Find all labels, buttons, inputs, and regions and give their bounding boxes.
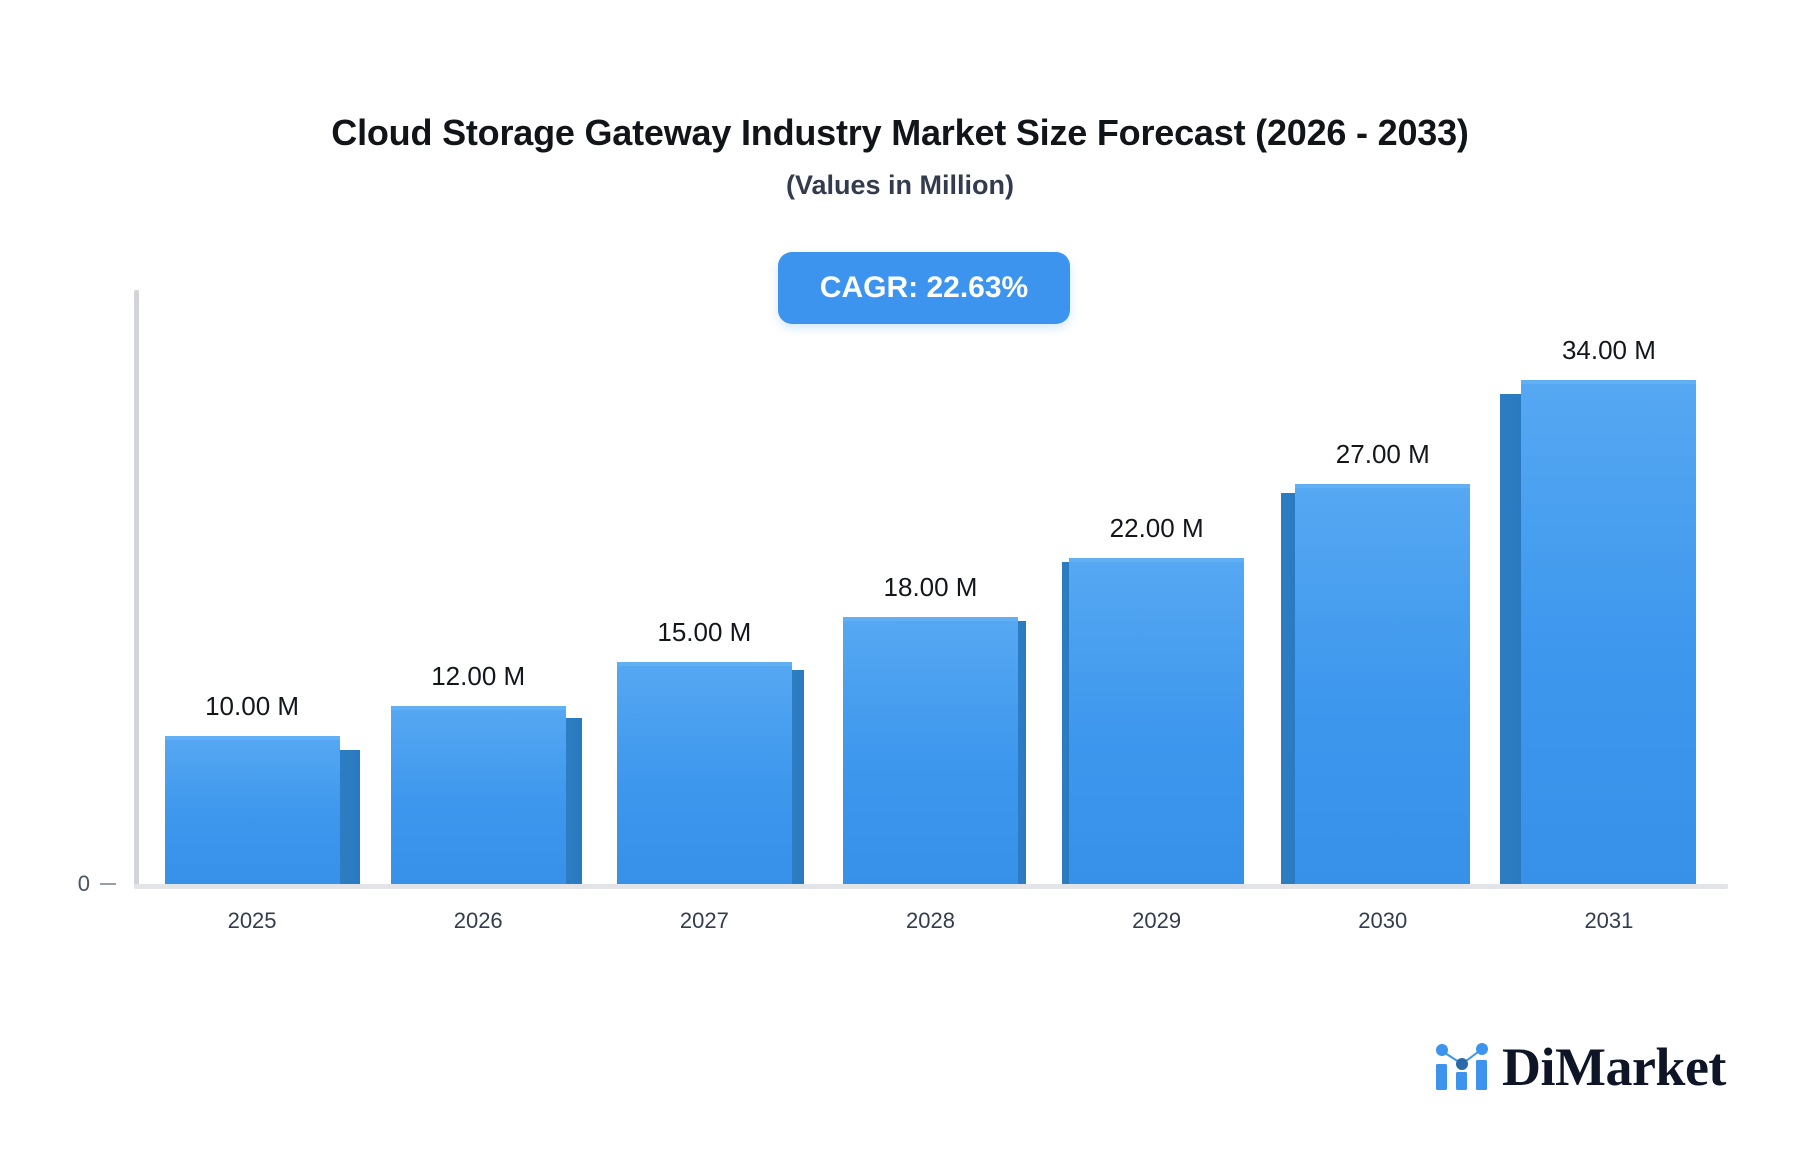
bar-side-face xyxy=(565,718,582,884)
bar-top-edge xyxy=(1295,483,1471,488)
bar: 18.00 M xyxy=(843,572,1026,884)
bar-chart-dots-icon xyxy=(1436,1043,1488,1090)
bar-top-edge xyxy=(164,735,340,740)
bar-value-label: 27.00 M xyxy=(1335,438,1430,469)
bar: 22.00 M xyxy=(1062,513,1245,884)
bar-value-label: 12.00 M xyxy=(431,661,526,692)
bar-front-face xyxy=(390,706,566,884)
bar-top-edge xyxy=(1521,379,1697,384)
cagr-badge-label: CAGR: 22.63% xyxy=(819,271,1029,304)
x-axis-tick-label: 2031 xyxy=(1584,908,1634,933)
chart-subtitle: (Values in Million) xyxy=(785,170,1015,200)
x-axis-tick-label: 2030 xyxy=(1358,908,1408,933)
x-axis-tick-label: 2029 xyxy=(1132,908,1182,933)
bar-value-label: 34.00 M xyxy=(1561,334,1656,365)
cagr-badge: CAGR: 22.63% xyxy=(778,252,1070,324)
bar: 15.00 M xyxy=(616,617,804,884)
bar-value-label: 15.00 M xyxy=(657,616,752,647)
dimarket-logo: DiMarket xyxy=(1434,1040,1726,1094)
bar: 34.00 M xyxy=(1500,335,1697,884)
bar-side-face xyxy=(1018,621,1026,884)
bar-top-edge xyxy=(843,617,1018,622)
bar-front-face xyxy=(1069,557,1245,884)
x-axis-tick-label: 2027 xyxy=(679,908,729,933)
bar-value-label: 18.00 M xyxy=(883,572,978,603)
bar-front-face xyxy=(1295,483,1471,884)
x-axis-line xyxy=(134,884,1728,889)
bar-front-face xyxy=(1521,379,1697,884)
bar-top-edge xyxy=(616,661,792,666)
bar: 10.00 M xyxy=(164,691,360,884)
y-axis-tick-mark xyxy=(100,883,116,885)
page-title: Cloud Storage Gateway Industry Market Si… xyxy=(331,112,1469,153)
bar-front-face xyxy=(843,617,1018,884)
bar: 27.00 M xyxy=(1281,439,1471,884)
y-axis-tick: 0 xyxy=(0,873,134,895)
x-axis-tick-label: 2025 xyxy=(227,908,277,933)
x-axis-tick-label: 2026 xyxy=(453,908,503,933)
bar-side-face xyxy=(1500,393,1522,884)
bar-top-edge xyxy=(390,706,566,711)
bar: 12.00 M xyxy=(390,661,582,884)
bar-side-face xyxy=(791,669,804,884)
bar-value-label: 10.00 M xyxy=(205,690,300,721)
bar-side-face xyxy=(1281,492,1296,884)
bar-front-face xyxy=(616,661,792,884)
x-axis-tick-label: 2028 xyxy=(906,908,955,933)
bar-side-face xyxy=(339,749,360,884)
bar-side-face xyxy=(1062,561,1070,884)
bar-top-edge xyxy=(1069,557,1245,562)
bar-front-face xyxy=(164,735,340,884)
bar-value-label: 22.00 M xyxy=(1109,512,1204,543)
logo-text: DiMarket xyxy=(1502,1037,1726,1097)
y-axis-line xyxy=(134,290,139,887)
y-axis-tick-label: 0 xyxy=(77,871,90,896)
